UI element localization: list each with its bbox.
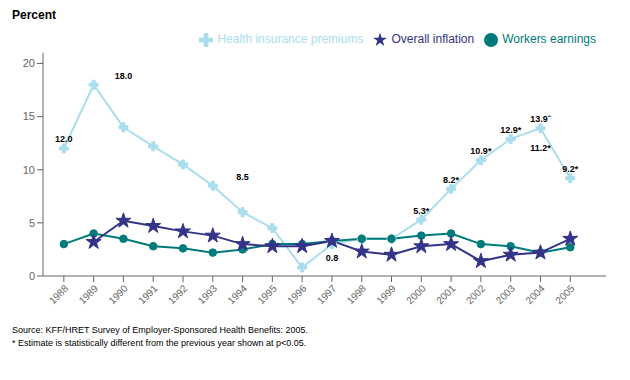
svg-text:1995: 1995	[255, 282, 279, 306]
svg-text:11.2*: 11.2*	[530, 143, 551, 153]
svg-text:10: 10	[23, 164, 35, 176]
svg-text:2003: 2003	[494, 282, 518, 306]
html-text:Overall inflation: Overall inflation	[391, 32, 475, 46]
svg-text:12.9*: 12.9*	[500, 125, 522, 135]
html-text:Source: KFF/HRET Survey of Emp: Source: KFF/HRET Survey of Employer-Spon…	[12, 325, 308, 335]
svg-text:1991: 1991	[136, 282, 160, 306]
svg-text:1990: 1990	[106, 282, 130, 306]
svg-text:20: 20	[23, 57, 35, 69]
svg-text:2001: 2001	[434, 282, 458, 306]
svg-text:8.5: 8.5	[236, 172, 249, 182]
svg-text:13.9ˆ: 13.9ˆ	[530, 114, 552, 124]
svg-text:1998: 1998	[345, 282, 369, 306]
svg-text:15: 15	[23, 110, 35, 122]
html-text:Health insurance premiums: Health insurance premiums	[217, 32, 364, 46]
svg-text:2004: 2004	[523, 282, 547, 306]
svg-text:10.9*: 10.9*	[470, 146, 492, 156]
svg-text:8.2*: 8.2*	[443, 175, 460, 185]
svg-text:0: 0	[29, 270, 35, 282]
svg-text:2005: 2005	[553, 282, 577, 306]
svg-text:2000: 2000	[404, 282, 428, 306]
svg-text:12.0: 12.0	[55, 134, 73, 144]
svg-text:5.3*: 5.3*	[413, 206, 430, 216]
svg-text:1989: 1989	[77, 282, 101, 306]
svg-text:1988: 1988	[47, 282, 71, 306]
svg-text:2002: 2002	[464, 282, 488, 306]
svg-text:18.0: 18.0	[115, 71, 133, 81]
svg-text:5: 5	[29, 217, 35, 229]
svg-text:1999: 1999	[374, 282, 398, 306]
html-text:Percent: Percent	[12, 8, 56, 22]
svg-text:1992: 1992	[166, 282, 190, 306]
html-text:Workers earnings: Workers earnings	[502, 32, 596, 46]
html-text:* Estimate is statistically di: * Estimate is statistically different fr…	[12, 338, 307, 348]
svg-text:1996: 1996	[285, 282, 309, 306]
svg-text:1997: 1997	[315, 282, 339, 306]
svg-text:0.8: 0.8	[326, 253, 339, 263]
svg-text:9.2*: 9.2*	[562, 164, 579, 174]
svg-text:1994: 1994	[226, 282, 250, 306]
svg-text:1993: 1993	[196, 282, 220, 306]
